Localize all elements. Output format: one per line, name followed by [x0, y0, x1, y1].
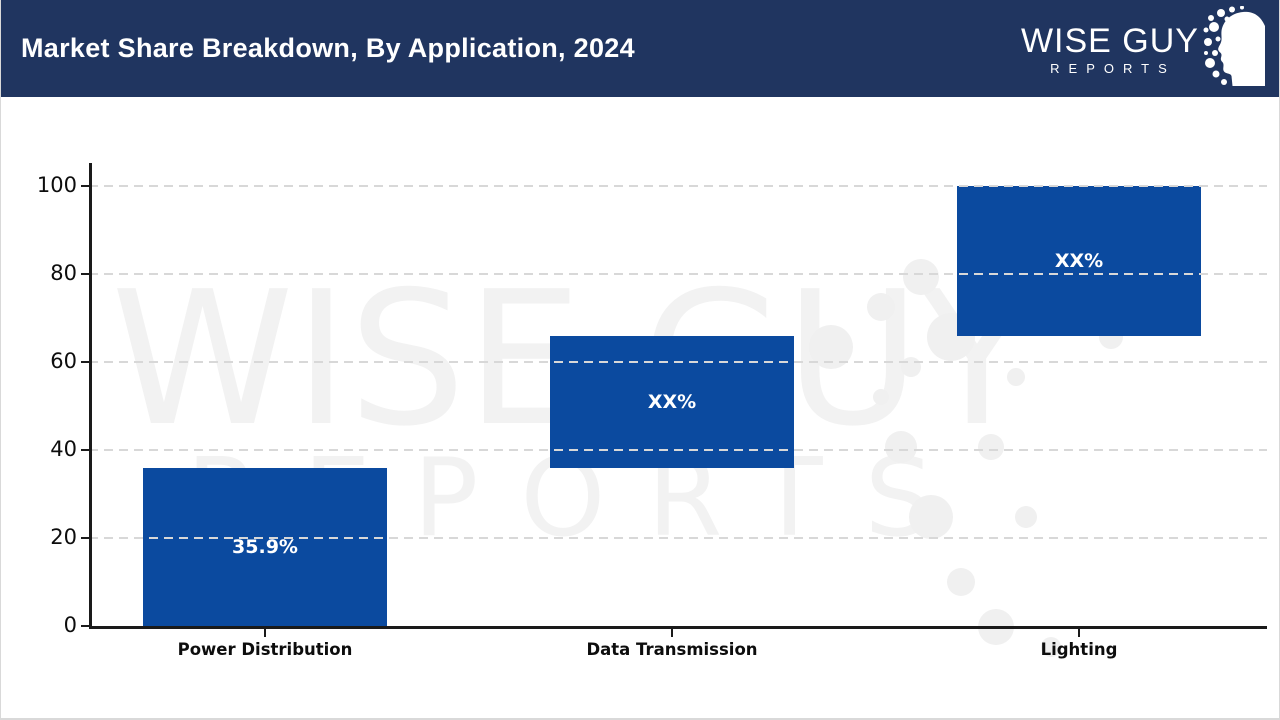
gridline [89, 272, 1267, 275]
brand-subname: REPORTS [1050, 61, 1176, 77]
y-tick-mark [81, 360, 89, 363]
y-axis-line [89, 163, 92, 628]
brand-logo-text: WISE GUY REPORTS [1020, 21, 1199, 77]
brand-name: WISE GUY [1020, 21, 1199, 60]
y-tick-label: 40 [50, 436, 77, 461]
y-tick-mark [81, 272, 89, 275]
x-category-label: Power Distribution [177, 640, 353, 659]
y-tick-label: 100 [36, 172, 77, 197]
y-tick-mark [81, 184, 89, 187]
bar: XX% [957, 185, 1201, 336]
bar-value-label: 35.9% [232, 535, 298, 558]
gridline [89, 448, 1267, 451]
header-bar: Market Share Breakdown, By Application, … [1, 0, 1279, 97]
y-tick-mark [81, 536, 89, 539]
x-category-label: Data Transmission [586, 640, 758, 659]
y-tick-label: 60 [50, 348, 77, 373]
x-tick-mark [671, 629, 673, 637]
y-tick-mark [81, 625, 89, 627]
dotted-face-icon [1201, 5, 1265, 94]
chart-area: WISE GUY REPORTS [1, 97, 1280, 718]
y-tick-label: 0 [63, 613, 77, 637]
brand-logo: WISE GUY REPORTS [1020, 5, 1265, 94]
x-tick-mark [1078, 629, 1080, 637]
bar-value-label: XX% [1054, 249, 1104, 272]
x-category-label: Lighting [1040, 640, 1118, 659]
gridline [89, 536, 1267, 539]
bar-value-label: XX% [647, 390, 697, 413]
y-tick-label: 20 [50, 524, 77, 549]
y-tick-mark [81, 448, 89, 451]
bar: XX% [550, 335, 794, 468]
x-axis-line [89, 626, 1267, 629]
gridline [89, 184, 1267, 187]
bar: 35.9% [143, 467, 387, 626]
page-title: Market Share Breakdown, By Application, … [21, 33, 635, 63]
gridline [89, 360, 1267, 363]
y-tick-label: 80 [50, 260, 77, 285]
x-tick-mark [264, 629, 266, 637]
